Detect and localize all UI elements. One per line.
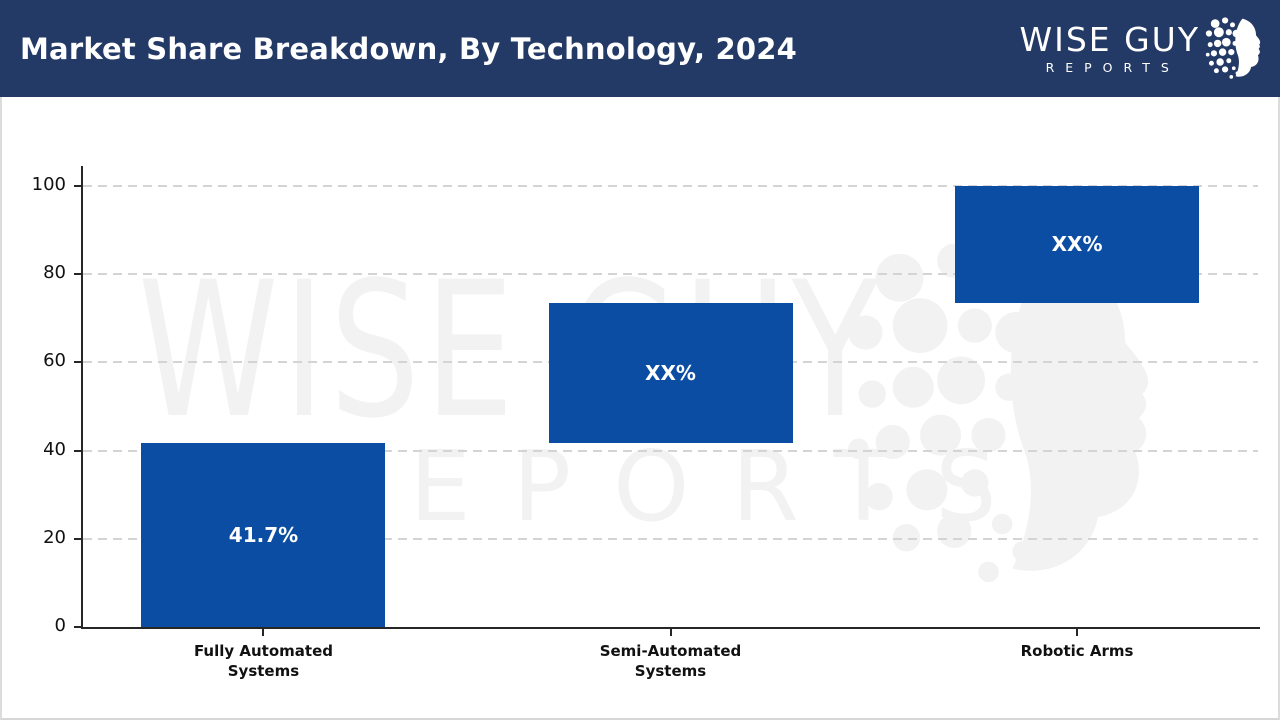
page-title: Market Share Breakdown, By Technology, 2… [20,31,798,66]
bar-2 [548,302,793,444]
y-axis-line [81,166,83,629]
gridline-y80 [83,273,1258,276]
bar-value-label: 41.7% [228,523,299,548]
gridline-y40 [83,449,1258,452]
x-axis-tick [669,629,672,636]
y-axis-tick-label: 0 [54,615,66,636]
y-axis-tick-label: 20 [43,526,66,548]
y-axis-tick-label: 80 [43,262,66,284]
y-axis-tick-label: 100 [31,174,66,195]
bar-value-label: XX% [1051,232,1103,257]
bar-value-label: XX% [645,360,696,385]
bar-1 [141,443,386,627]
y-axis-tick-label: 60 [43,350,66,372]
logo-text: WISE GUY REPORTS [1019,19,1200,75]
x-axis-category-label: Semi-Automated Systems [599,642,742,680]
x-axis-category-label: Robotic Arms [1020,642,1134,660]
y-axis-tick [74,537,83,540]
bar-chart-plot-area: 0 20 40 60 80 100 41.7% Fully Automated Systems… [0,97,1280,720]
x-axis-line [81,627,1260,629]
x-axis-tick [262,629,265,636]
logo-wordmark: WISE GUY [1019,19,1200,59]
bar-3 [955,186,1200,303]
logo-subtitle: REPORTS [1045,59,1180,75]
y-axis-tick [74,626,83,628]
wise-guy-reports-logo: WISE GUY REPORTS [1019,9,1266,89]
gridline-y100 [83,185,1258,187]
gridline-y20 [83,537,1258,540]
logo-head-icon [1204,9,1266,89]
y-axis-tick-label: 40 [43,438,66,460]
y-axis-tick [74,361,83,364]
x-axis-category-label: Fully Automated Systems [193,642,333,680]
header-bar: Market Share Breakdown, By Technology, 2… [0,0,1280,97]
x-axis-tick [1076,629,1079,636]
y-axis-tick [74,273,83,276]
y-axis-tick [74,185,83,187]
y-axis-tick [74,449,83,452]
